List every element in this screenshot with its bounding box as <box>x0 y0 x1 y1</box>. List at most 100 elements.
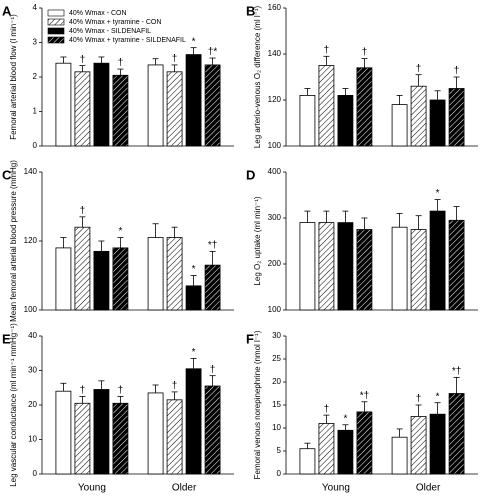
bar <box>299 95 316 147</box>
y-tick-label: 140 <box>24 167 38 176</box>
annotation: † <box>416 394 422 405</box>
annotation: † <box>362 47 368 58</box>
bar <box>74 71 91 147</box>
bar <box>93 250 110 311</box>
annotation: * <box>192 347 196 358</box>
annotation: † <box>324 45 330 56</box>
panel-letter: D <box>246 167 255 182</box>
y-tick-label: 100 <box>268 141 282 150</box>
annotation: † <box>80 385 86 396</box>
bar <box>112 402 129 475</box>
y-tick-label: 300 <box>268 213 282 222</box>
bar <box>448 393 465 475</box>
y-tick-label: 20 <box>28 400 37 409</box>
bar <box>299 448 316 475</box>
bar <box>391 104 408 147</box>
annotation: * <box>192 36 196 47</box>
bar <box>55 62 72 147</box>
bar <box>166 71 183 147</box>
bar <box>55 247 72 311</box>
bar <box>299 222 316 311</box>
y-tick-label: 100 <box>268 305 282 314</box>
y-axis-label: Femoral arterial blood flow (l min⁻¹) <box>9 14 18 140</box>
annotation: *† <box>208 240 217 251</box>
bar <box>204 385 221 475</box>
bar <box>112 74 129 147</box>
legend-label: 40% Wmax - CON <box>69 10 127 17</box>
bar <box>166 237 183 311</box>
y-tick-label: 2 <box>33 72 38 81</box>
annotation: † <box>324 404 330 415</box>
panel-letter: F <box>246 331 254 346</box>
y-tick-label: 200 <box>268 259 282 268</box>
bar <box>185 54 202 147</box>
annotation: † <box>172 54 178 65</box>
x-tick-label: Young <box>322 483 350 494</box>
y-tick-label: 120 <box>268 95 282 104</box>
annotation: † <box>118 385 124 396</box>
bar <box>93 62 110 147</box>
annotation: * <box>192 264 196 275</box>
y-tick-label: 140 <box>268 49 282 58</box>
bar <box>204 264 221 311</box>
panel-letter: E <box>2 331 11 346</box>
bar <box>356 229 373 311</box>
y-tick-label: 1 <box>33 107 38 116</box>
legend-label: 40% Wmax + tyramine - CON <box>69 19 161 26</box>
x-tick-label: Young <box>78 483 106 494</box>
bar <box>93 389 110 475</box>
bar <box>391 436 408 475</box>
y-tick-label: 0 <box>277 469 282 478</box>
y-tick-label: 25 <box>272 354 281 363</box>
bar <box>429 413 446 475</box>
bar <box>391 226 408 311</box>
bar <box>448 88 465 147</box>
annotation: † <box>210 364 216 375</box>
annotation: † <box>118 58 124 69</box>
bar <box>74 402 91 475</box>
bar <box>318 65 335 147</box>
bar <box>74 226 91 311</box>
annotation: † <box>454 66 460 77</box>
annotation: † <box>80 54 86 65</box>
annotation: * <box>436 391 440 402</box>
bar <box>410 229 427 311</box>
bar <box>448 219 465 311</box>
y-tick-label: 5 <box>277 446 282 455</box>
annotation: † <box>172 381 178 392</box>
bar <box>410 85 427 147</box>
y-tick-label: 10 <box>272 423 281 432</box>
x-tick-label: Older <box>172 483 197 494</box>
y-axis-label: Mean femoral arterial blood pressure (mm… <box>9 160 18 322</box>
y-tick-label: 400 <box>268 167 282 176</box>
bar <box>318 422 335 475</box>
y-axis-label: Leg arterio-venous O₂ difference (ml l⁻¹… <box>253 5 262 148</box>
bar <box>429 99 446 147</box>
annotation: * <box>343 413 347 424</box>
y-tick-label: 20 <box>272 377 281 386</box>
y-tick-label: 30 <box>272 331 281 340</box>
y-tick-label: 15 <box>272 400 281 409</box>
y-tick-label: 10 <box>28 435 37 444</box>
y-axis-label: Leg O₂ uptake (ml min⁻¹) <box>253 196 262 285</box>
y-tick-label: 120 <box>24 236 38 245</box>
bar <box>185 368 202 475</box>
legend-swatch <box>47 18 65 26</box>
legend-label: 40% Wmax - SILDENAFIL <box>69 28 151 35</box>
bar <box>337 429 354 475</box>
panel-letter: B <box>246 3 255 18</box>
legend-swatch <box>47 9 65 17</box>
panel-letter: C <box>2 167 12 182</box>
y-tick-label: 0 <box>33 141 38 150</box>
bar <box>337 222 354 311</box>
y-tick-label: 40 <box>28 331 37 340</box>
bar <box>147 64 164 147</box>
bar <box>112 247 129 311</box>
bar <box>55 390 72 475</box>
y-tick-label: 30 <box>28 366 37 375</box>
annotation: † <box>80 205 86 216</box>
y-tick-label: 3 <box>33 38 38 47</box>
y-tick-label: 4 <box>33 3 38 12</box>
legend-label: 40% Wmax + tyramine - SILDENAFIL <box>69 37 186 44</box>
